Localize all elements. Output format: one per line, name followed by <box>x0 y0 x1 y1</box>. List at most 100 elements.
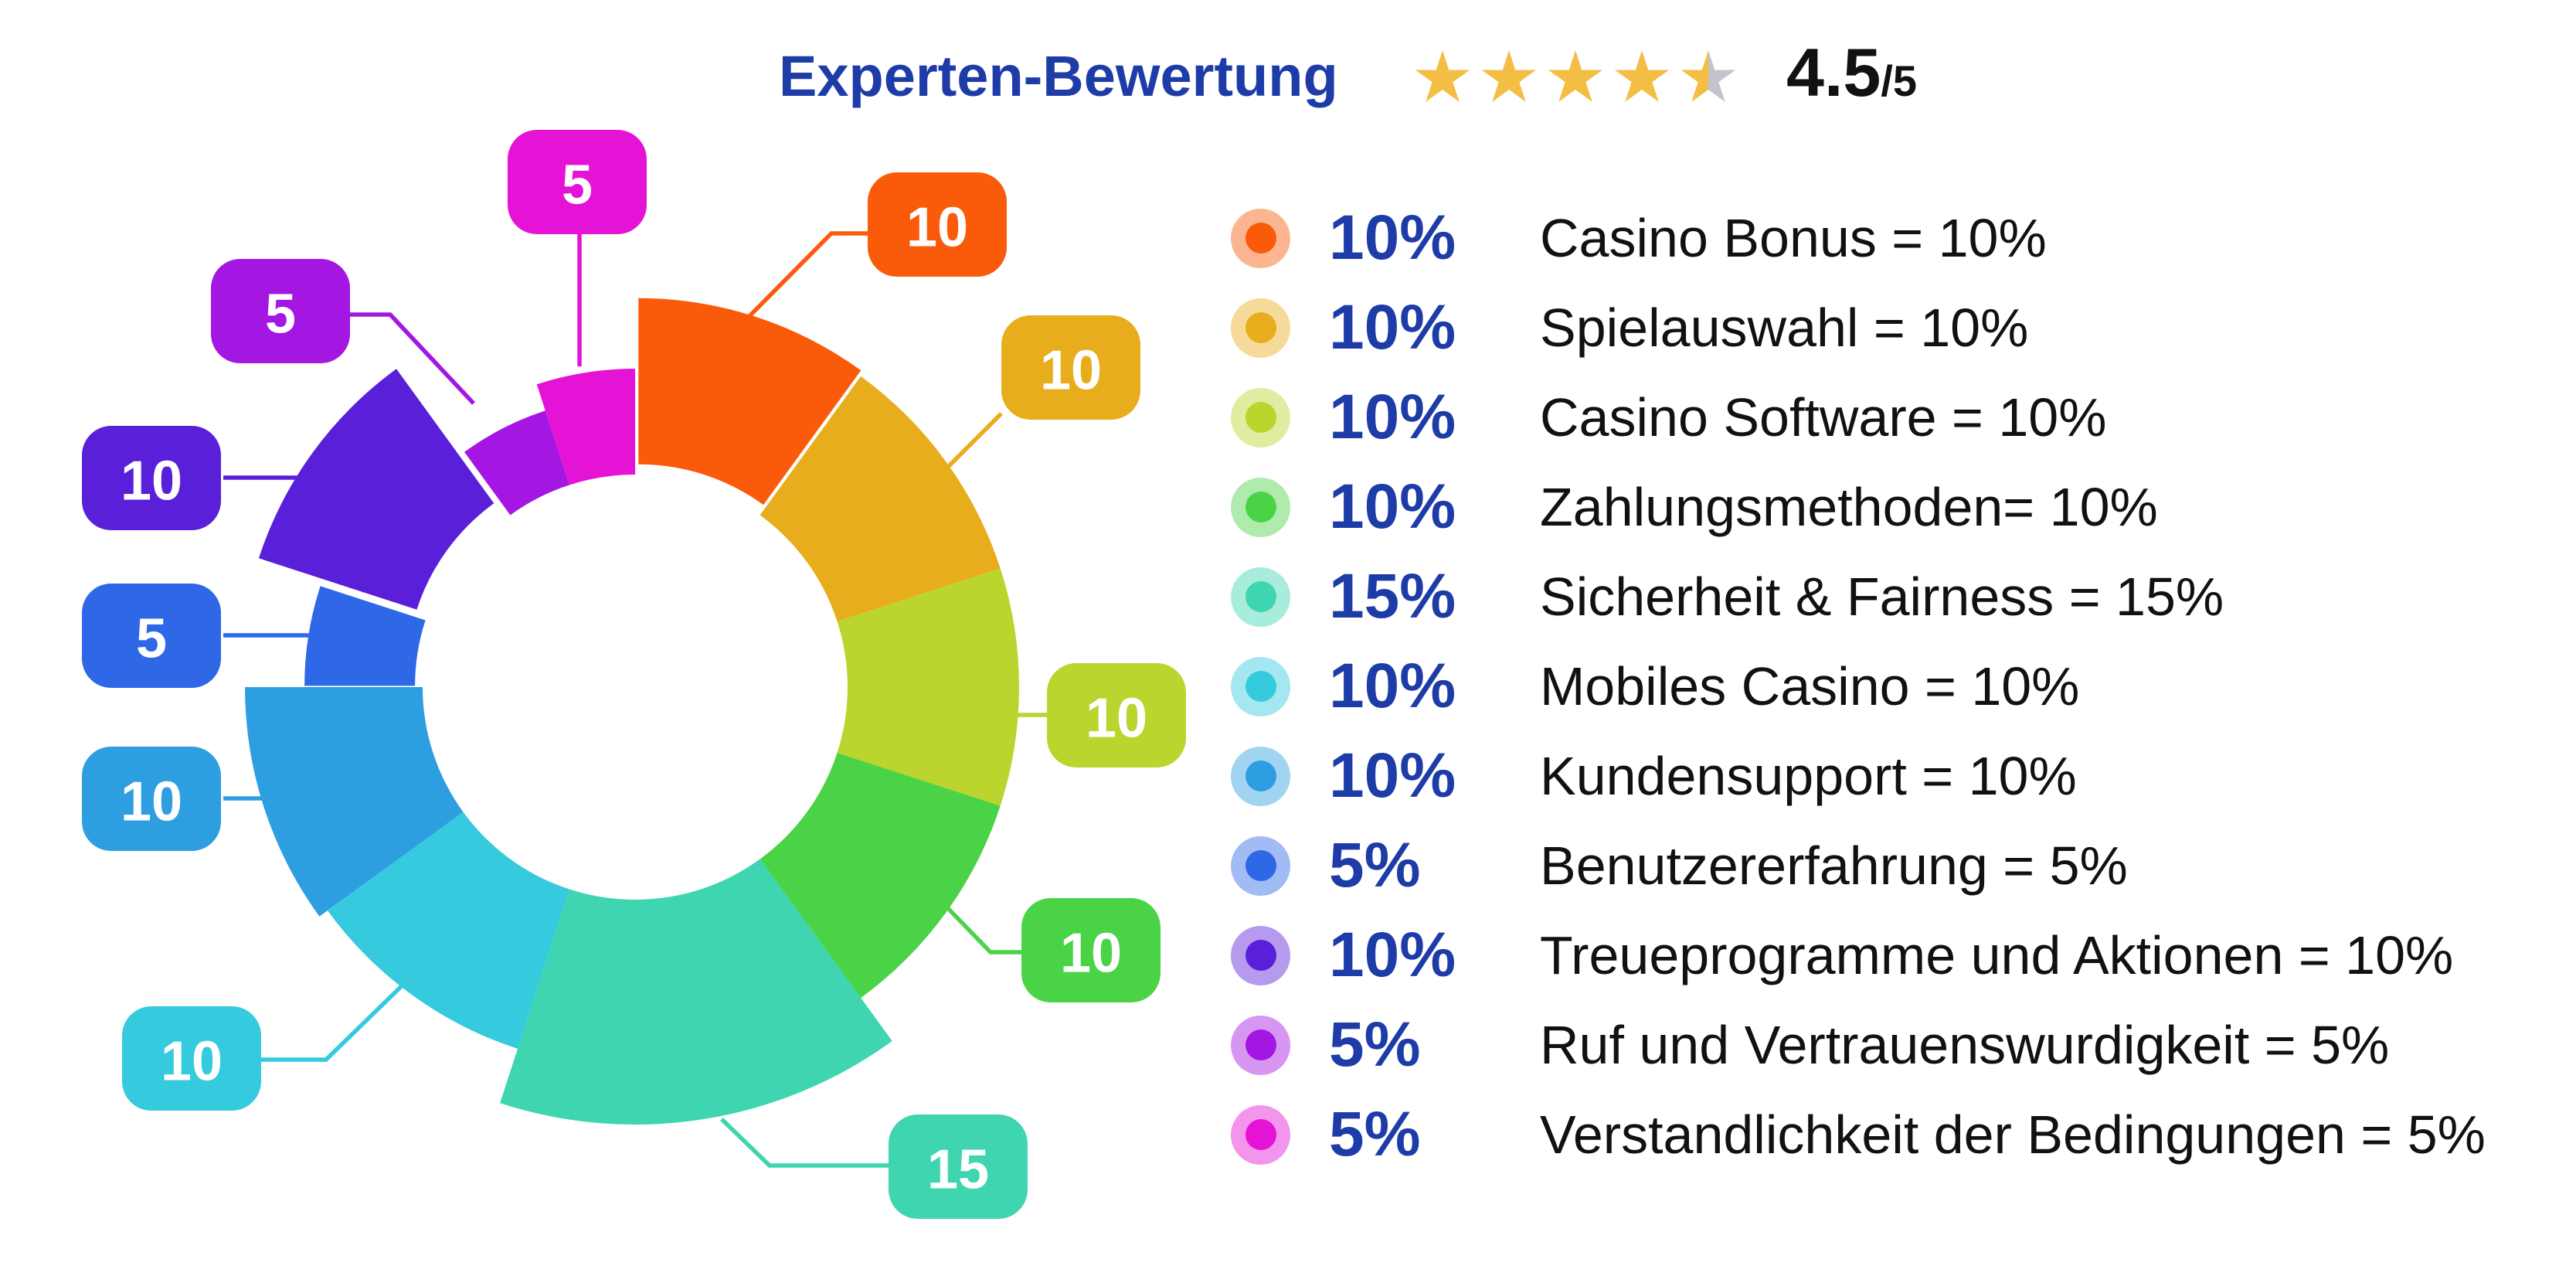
rating-value: 4.5 <box>1786 34 1881 111</box>
legend-percent: 10% <box>1329 202 1456 273</box>
legend-label: Spielauswahl = 10% <box>1540 298 2029 358</box>
callout-connector <box>350 312 476 405</box>
pie-slice-2 <box>760 376 1001 621</box>
legend-label: Kundensupport = 10% <box>1540 746 2077 806</box>
pie-slice-9 <box>258 369 494 610</box>
legend-percent: 5% <box>1329 1009 1421 1080</box>
legend-item: 10% Treueprogramme und Aktionen = 10% <box>1231 910 2486 1000</box>
legend-bullet-icon <box>1231 208 1290 268</box>
legend-bullet-core <box>1245 671 1276 702</box>
legend-bullet-icon <box>1231 477 1290 537</box>
legend-bullet-icon <box>1231 1104 1290 1165</box>
callout-value: 10 <box>121 771 182 833</box>
legend-bullet-icon <box>1231 387 1290 448</box>
legend-item: 10% Zahlungsmethoden= 10% <box>1231 462 2486 552</box>
pie-slice-5 <box>500 859 892 1125</box>
pie-slice-6 <box>328 812 569 1049</box>
legend-bullet-core <box>1245 761 1276 791</box>
legend-item: 10% Casino Bonus = 10% <box>1231 193 2486 283</box>
legend-item: 10% Kundensupport = 10% <box>1231 731 2486 821</box>
pie-slice-1 <box>638 298 861 505</box>
legend-label: Ruf und Vertrauenswurdigkeit = 5% <box>1540 1015 2390 1075</box>
callout-value: 10 <box>1040 340 1102 402</box>
legend-bullet-core <box>1245 581 1276 612</box>
callout-box <box>82 426 221 530</box>
legend-bullet-core <box>1245 850 1276 881</box>
legend-percent: 10% <box>1329 292 1456 362</box>
callout-connector <box>746 231 868 320</box>
legend-bullet-icon <box>1231 298 1290 358</box>
legend-item: 10% Casino Software = 10% <box>1231 373 2486 462</box>
legend-bullet-core <box>1245 223 1276 254</box>
legend-bullet-core <box>1245 492 1276 522</box>
star-full-icon <box>1548 49 1603 102</box>
legend-bullet-icon <box>1231 746 1290 806</box>
legend-item: 5% Ruf und Vertrauenswurdigkeit = 5% <box>1231 1000 2486 1090</box>
pie-slice-4 <box>760 753 1001 999</box>
legend-label: Mobiles Casino = 10% <box>1540 656 2080 716</box>
legend-bullet-core <box>1245 1029 1276 1060</box>
rating-max: /5 <box>1881 56 1918 105</box>
legend-bullet-icon <box>1231 835 1290 896</box>
legend-label: Zahlungsmethoden= 10% <box>1540 477 2158 537</box>
legend-item: 10% Mobiles Casino = 10% <box>1231 642 2486 731</box>
callout-box <box>889 1115 1028 1219</box>
callout-value: 10 <box>161 1031 223 1093</box>
pie-slice-7 <box>244 687 464 917</box>
legend-percent: 10% <box>1329 382 1456 452</box>
legend-item: 10% Spielauswahl = 10% <box>1231 283 2486 373</box>
pie-slice-8 <box>304 586 426 686</box>
star-full-icon <box>1614 49 1670 102</box>
callout-box <box>508 130 647 234</box>
callout-value: 15 <box>927 1139 989 1201</box>
legend-label: Casino Software = 10% <box>1540 387 2107 448</box>
callout-box <box>868 172 1007 277</box>
callout-connector <box>720 1118 889 1168</box>
legend-bullet-icon <box>1231 1015 1290 1075</box>
star-rating <box>1414 48 1737 105</box>
legend-item: 5% Benutzererfahrung = 5% <box>1231 821 2486 910</box>
legend-bullet-icon <box>1231 567 1290 627</box>
legend-bullet-core <box>1245 312 1276 343</box>
legend-bullet-core <box>1245 1119 1276 1150</box>
legend-percent: 15% <box>1329 561 1456 631</box>
callout-box <box>1021 898 1161 1002</box>
legend-percent: 10% <box>1329 920 1456 990</box>
callout-value: 10 <box>121 451 182 512</box>
callout-value: 5 <box>562 155 593 216</box>
legend-label: Casino Bonus = 10% <box>1540 208 2047 268</box>
legend-percent: 10% <box>1329 471 1456 542</box>
legend-bullet-icon <box>1231 925 1290 985</box>
star-full-icon <box>1481 49 1537 102</box>
pie-slice-10 <box>464 410 569 516</box>
callout-value: 5 <box>136 608 167 670</box>
callout-value: 10 <box>906 197 968 259</box>
callout-value: 10 <box>1086 688 1147 750</box>
legend-percent: 5% <box>1329 1099 1421 1169</box>
page-title: Experten-Bewertung <box>779 44 1338 108</box>
callout-connector <box>261 974 414 1062</box>
callout-box <box>211 259 350 363</box>
rating-score: 4.5 /5 <box>1786 39 1917 107</box>
pie-slice-11 <box>536 369 635 485</box>
callout-box <box>82 747 221 851</box>
legend-bullet-core <box>1245 940 1276 971</box>
legend-percent: 10% <box>1329 740 1456 811</box>
legend-bullet-icon <box>1231 656 1290 716</box>
callout-connector <box>946 412 1003 469</box>
legend-label: Sicherheit & Fairness = 15% <box>1540 567 2224 627</box>
callout-value: 5 <box>265 284 296 345</box>
pie-slice-3 <box>837 568 1020 806</box>
callout-box <box>1001 315 1140 420</box>
legend-item: 5% Verstandlichkeit der Bedingungen = 5% <box>1231 1090 2486 1179</box>
callout-box <box>122 1006 261 1111</box>
donut-chart: 10 10 10 10 15 10 10 5 10 5 5 <box>82 130 1186 1219</box>
chart-legend: 10% Casino Bonus = 10% 10% Spielauswahl = 1… <box>1231 193 2486 1179</box>
legend-percent: 10% <box>1329 651 1456 721</box>
legend-item: 15% Sicherheit & Fairness = 15% <box>1231 552 2486 642</box>
legend-label: Treueprogramme und Aktionen = 10% <box>1540 925 2454 985</box>
legend-label: Benutzererfahrung = 5% <box>1540 835 2128 896</box>
star-full-icon <box>1415 49 1470 102</box>
legend-percent: 5% <box>1329 830 1421 900</box>
